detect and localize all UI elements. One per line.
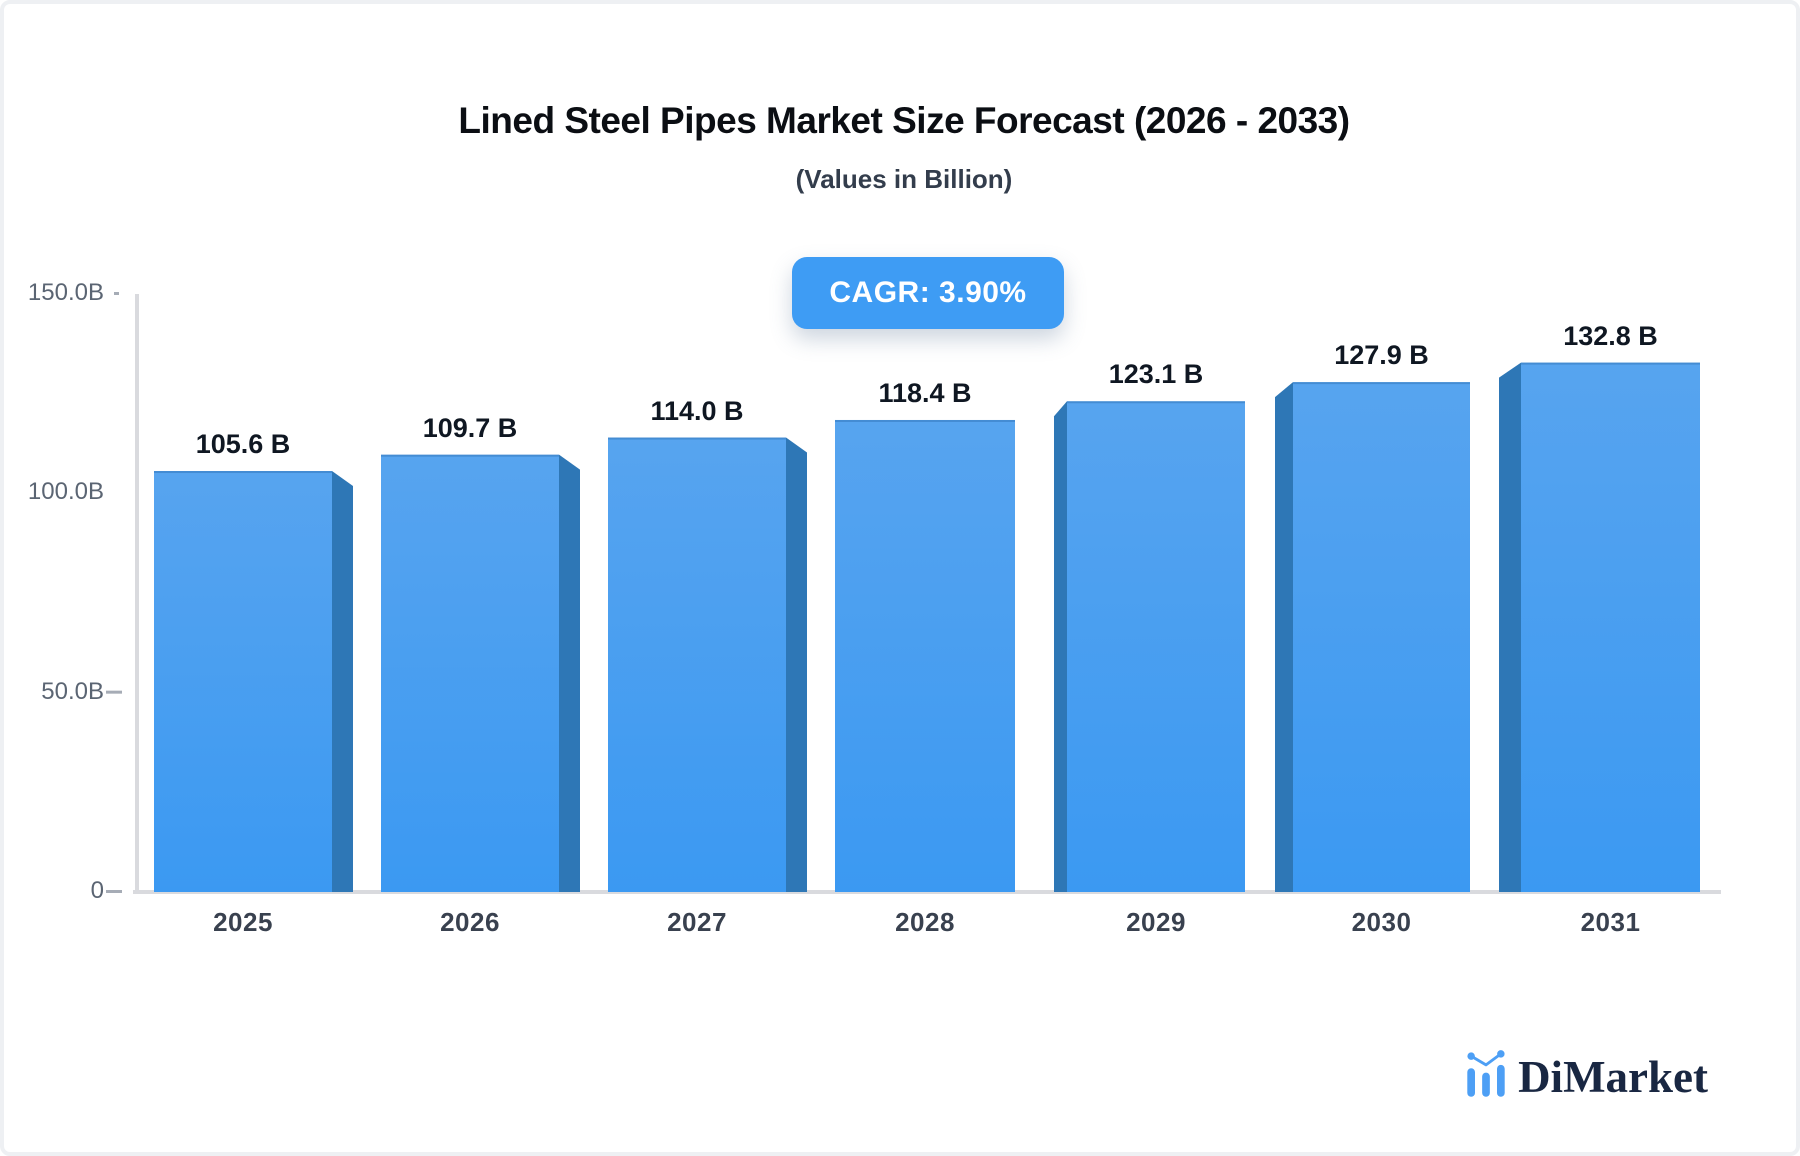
y-axis-label: 50.0B xyxy=(41,677,104,705)
bar-side xyxy=(1054,401,1067,892)
bar-value-label: 105.6 B xyxy=(195,429,291,459)
y-tick-mark xyxy=(106,890,122,893)
bar-top-edge xyxy=(154,471,332,474)
bar-chart: 150.0B 100.0B 50.0B 0 105.6 B 2025 109.7 B 2026… xyxy=(4,4,1796,1152)
bar-top-edge xyxy=(381,454,559,457)
bar-top-edge xyxy=(1067,401,1245,404)
bar-side xyxy=(559,454,580,892)
bar-value-label: 123.1 B xyxy=(1108,359,1204,390)
bar-side xyxy=(332,471,353,892)
bar-2026 xyxy=(381,454,559,892)
bar-2029 xyxy=(1067,401,1245,892)
bar-value-label: 127.9 B xyxy=(1334,340,1429,371)
bar-top-edge xyxy=(608,437,786,440)
y-axis-label: 100.0B xyxy=(27,478,104,506)
chart-title: Lined Steel Pipes Market Size Forecast (… xyxy=(458,100,1350,141)
y-tick-mark xyxy=(114,292,119,295)
bar-top-edge xyxy=(835,419,1015,422)
x-axis-label: 2030 xyxy=(1351,907,1412,937)
chart-canvas xyxy=(106,292,1721,894)
bar-2027 xyxy=(608,437,786,892)
x-axis-label: 2031 xyxy=(1580,907,1641,937)
bar-value-label: 132.8 B xyxy=(1563,320,1658,351)
bar-2025 xyxy=(154,471,332,892)
logo-text: DiMarket xyxy=(1518,1051,1708,1102)
bar-value-label: 118.4 B xyxy=(878,377,972,408)
y-axis-label: 0 xyxy=(90,877,104,904)
dimarket-logo: DiMarket xyxy=(1464,1046,1708,1108)
bar-value-label: 114.0 B xyxy=(650,395,744,426)
bar-side xyxy=(1275,382,1293,892)
bar-side xyxy=(786,437,807,892)
bar-top-edge xyxy=(1293,382,1470,385)
bar-top-edge xyxy=(1521,362,1700,365)
y-axis-label: 150.0B xyxy=(27,279,104,306)
x-axis-label: 2026 xyxy=(440,907,500,937)
y-tick-mark xyxy=(106,690,122,694)
cagr-badge: CAGR: 3.90% xyxy=(792,257,1064,329)
x-axis-label: 2025 xyxy=(213,907,273,937)
bar-chart-logo-icon xyxy=(1467,1050,1505,1097)
bar-value-label: 109.7 B xyxy=(422,412,518,443)
x-axis-label: 2027 xyxy=(667,907,727,937)
chart-subtitle: (Values in Billion) xyxy=(795,164,1013,194)
bar-side xyxy=(1499,362,1521,892)
x-axis-label: 2029 xyxy=(1126,907,1186,937)
bar-2031 xyxy=(1521,362,1700,892)
bar-2028 xyxy=(835,419,1015,892)
y-axis-line xyxy=(135,294,139,894)
x-axis-label: 2028 xyxy=(895,907,955,937)
bar-2030 xyxy=(1293,382,1470,892)
